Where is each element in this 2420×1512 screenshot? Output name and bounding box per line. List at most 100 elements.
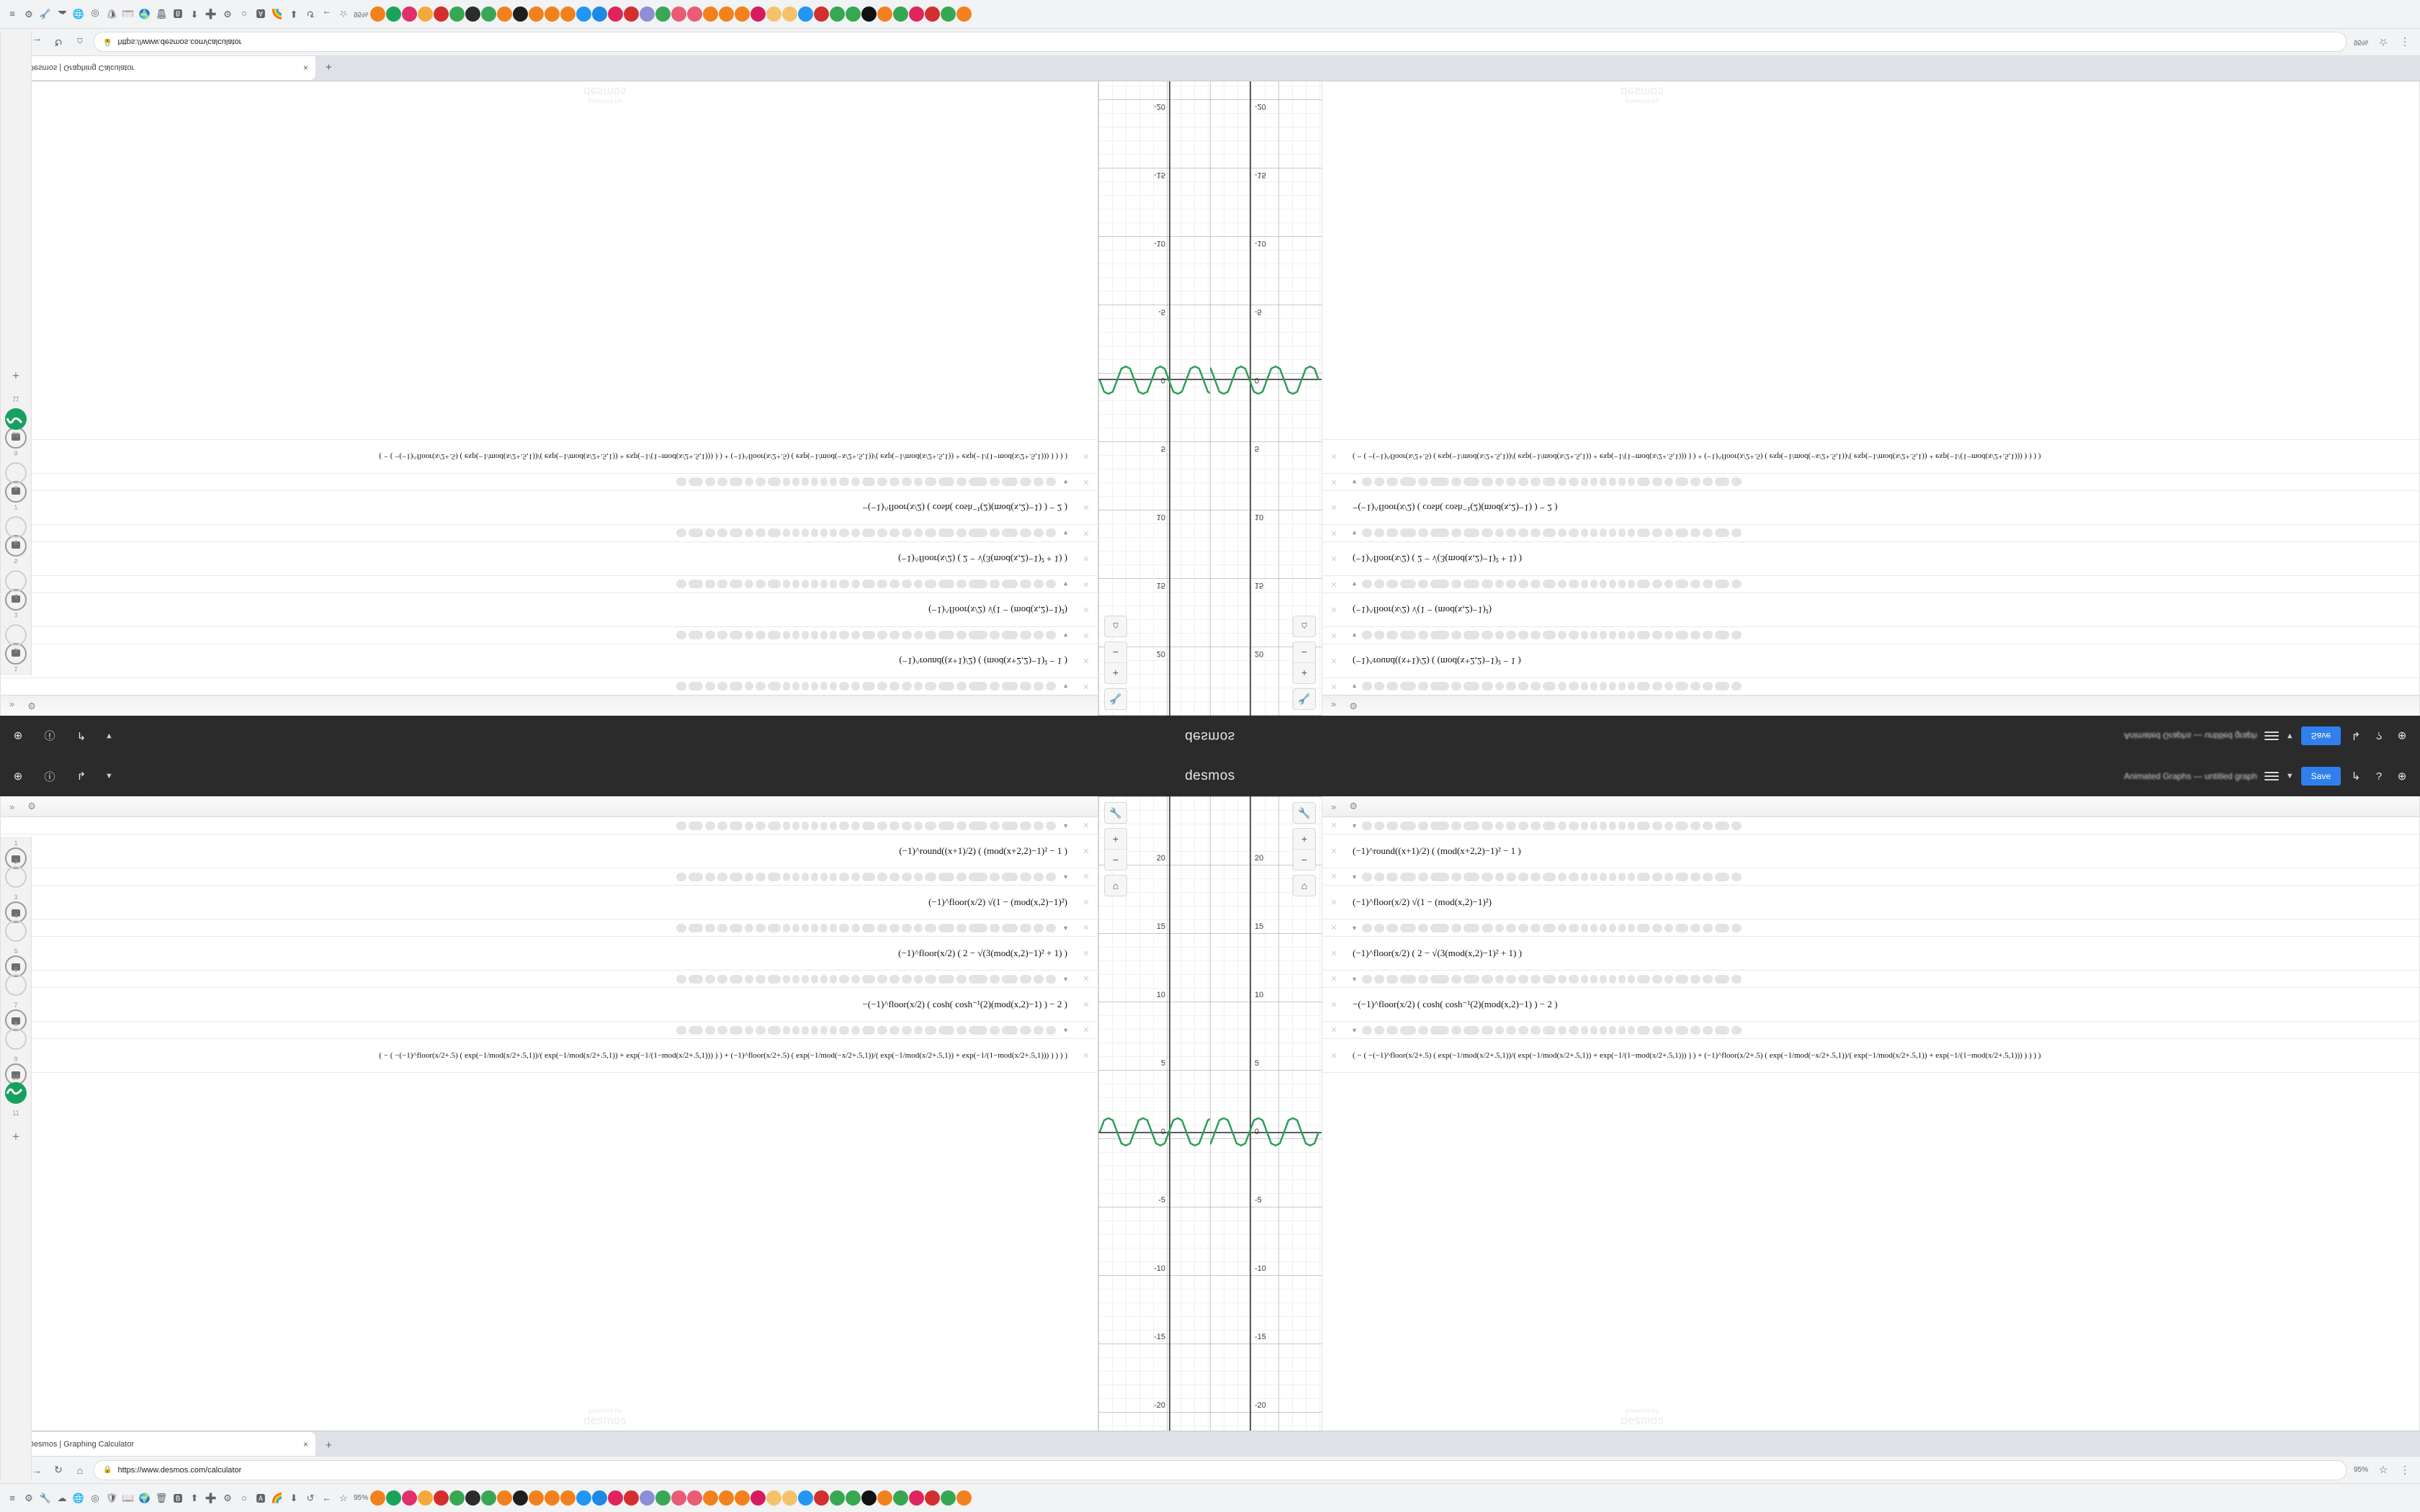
extension-icon[interactable] [956,6,972,22]
chevron-down-icon[interactable]: ▼ [1062,975,1069,983]
toolbar-glyph-icon[interactable]: 🌈 [271,9,284,20]
extension-icon[interactable] [640,1490,655,1506]
slider-row[interactable]: × ▼ [1,575,1098,593]
expression-latex[interactable]: ( − ( −(−1)^floor(x/2+.5) ( exp(−1/mod(x… [1353,1051,2041,1060]
new-tab-button[interactable]: + [326,60,332,73]
chevron-down-icon[interactable]: ▼ [1062,924,1069,932]
extension-icon[interactable] [402,1490,418,1506]
chevron-down-icon[interactable]: ▼ [1351,580,1358,588]
expression-row[interactable]: × ( − ( −(−1)^floor(x/2+.5) ( exp(−1/mod(… [1322,1039,2419,1073]
collapse-panel-icon[interactable]: » [9,801,15,812]
extension-icon[interactable] [750,6,766,22]
empty-circle-icon[interactable] [5,462,27,484]
wrench-settings-icon[interactable]: 🔧 [1293,688,1316,710]
extension-icon[interactable] [544,1490,560,1506]
toolbar-glyph-icon[interactable]: ○ [241,9,247,19]
toolbar-glyph-icon[interactable]: 🌐 [72,1492,85,1503]
toolbar-glyph-icon[interactable]: ⬇ [290,1492,298,1503]
extension-icon[interactable] [687,1490,703,1506]
toolbar-glyph-icon[interactable]: ☆ [339,1492,348,1503]
zoom-level-label[interactable]: 95% [2353,38,2368,46]
extension-icon[interactable] [735,6,750,22]
slider-row[interactable]: × ▼ [1,1022,1098,1039]
reload-icon[interactable]: ↻ [54,1464,63,1475]
slider-control[interactable]: ▼ [1345,974,2419,984]
forward-icon[interactable]: → [32,1464,42,1476]
home-default-view-button[interactable]: ⌂ [1293,875,1316,896]
extension-icon[interactable] [529,6,544,22]
slider-row[interactable]: × ▼ [1,473,1098,490]
extension-icon[interactable] [386,1490,402,1506]
extension-icon[interactable] [830,1490,846,1506]
chevron-down-icon[interactable]: ▼ [1062,580,1069,588]
toolbar-glyph-icon[interactable]: 🅰 [256,8,266,19]
toolbar-glyph-icon[interactable]: 🌐 [72,9,85,20]
toolbar-glyph-icon[interactable]: ◎ [91,1492,99,1503]
title-caret-icon[interactable]: ▼ [2285,732,2294,740]
toolbar-glyph-icon[interactable]: 🛡 [105,1492,118,1503]
gear-icon[interactable]: ⚙ [27,801,36,811]
expression-row[interactable]: × −(−1)^floor(x/2) ( cosh( cosh⁻¹(2)(mod(… [1,490,1098,524]
slider-row[interactable]: × ▼ [1322,971,2419,988]
expression-latex[interactable]: −(−1)^floor(x/2) ( cosh( cosh⁻¹(2)(mod(x… [1353,999,1558,1009]
gear-icon[interactable]: ⚙ [1349,801,1358,811]
expression-row[interactable]: × (−1)^round((x+1)/2) ( (mod(x+2,2)−1)² −… [1322,834,2419,868]
delete-row-icon[interactable]: × [1083,578,1090,590]
expression-row[interactable]: × ( − ( −(−1)^floor(x/2+.5) ( exp(−1/mod(… [1322,439,2419,473]
extension-icon[interactable] [861,1490,877,1506]
extension-icon[interactable] [576,1490,592,1506]
delete-row-icon[interactable]: × [1083,476,1090,488]
extension-icon[interactable] [782,1490,798,1506]
slider-control[interactable]: ▼ [1345,682,2419,691]
graph-title[interactable]: Animated Graphs — untitled graph [2123,731,2257,741]
delete-row-icon[interactable]: × [1083,450,1090,463]
delete-row-icon[interactable]: × [1330,578,1337,590]
extension-icon[interactable] [814,6,830,22]
zoom-in-button[interactable]: + [1294,662,1315,683]
globe-icon[interactable]: ⊕ [13,729,23,742]
slider-control[interactable]: ▼ [1,580,1075,589]
slider-control[interactable]: ▼ [1,923,1075,932]
extension-icon[interactable] [481,1490,497,1506]
wrench-settings-icon[interactable]: 🔧 [1293,802,1316,824]
bookmark-star-icon[interactable]: ☆ [2378,1464,2388,1475]
slider-control[interactable]: ▼ [1,821,1075,830]
extension-icon[interactable] [386,6,402,22]
toolbar-glyph-icon[interactable]: ☁ [57,9,67,20]
share-icon[interactable]: ↱ [76,770,86,783]
zoom-in-button[interactable]: + [1105,662,1126,683]
empty-circle-icon[interactable] [5,920,27,942]
extension-icon[interactable] [925,6,941,22]
slider-row[interactable]: × ▼ [1322,919,2419,937]
expression-latex[interactable]: (−1)^floor(x/2) √(1 − (mod(x,2)−1)²) [928,605,1067,616]
empty-circle-icon[interactable] [5,570,27,592]
toolbar-glyph-icon[interactable]: 🌈 [271,1492,284,1503]
extension-icon[interactable] [861,6,877,22]
toolbar-glyph-icon[interactable]: ⬇ [290,9,298,20]
slider-control[interactable]: ▼ [1345,1025,2419,1035]
toolbar-glyph-icon[interactable]: ← [322,9,332,19]
slider-row[interactable]: × ▼ [1,971,1098,988]
extension-icon[interactable] [766,6,782,22]
extension-icon[interactable] [750,1490,766,1506]
expression-row[interactable]: × (−1)^round((x+1)/2) ( (mod(x+2,2)−1)² −… [1322,644,2419,678]
hamburger-menu-icon[interactable]: ≡ [9,9,15,19]
slider-control[interactable]: ▼ [1345,872,2419,881]
extension-icon[interactable] [956,1490,972,1506]
header-caret-icon[interactable]: ▼ [105,732,113,740]
expression-latex[interactable]: (−1)^round((x+1)/2) ( (mod(x+2,2)−1)² − … [1353,845,1521,856]
extension-icon[interactable] [608,1490,624,1506]
chevron-down-icon[interactable]: ▼ [1351,873,1358,881]
slider-row[interactable]: × ▼ [1322,1022,2419,1039]
chevron-down-icon[interactable]: ▼ [1351,631,1358,639]
toolbar-glyph-icon[interactable]: ↺ [306,9,315,20]
close-icon[interactable]: × [302,1439,308,1449]
gear-icon[interactable]: ⚙ [27,701,36,711]
extension-icon[interactable] [671,1490,687,1506]
slider-control[interactable]: ▼ [1,631,1075,640]
zoom-out-button[interactable]: − [1294,642,1315,662]
delete-row-icon[interactable]: × [1330,819,1337,832]
delete-row-icon[interactable]: × [1330,603,1337,616]
browser-menu-icon[interactable]: ⋮ [2400,1464,2410,1475]
save-to-account-icon[interactable]: ↳ [2351,770,2361,783]
